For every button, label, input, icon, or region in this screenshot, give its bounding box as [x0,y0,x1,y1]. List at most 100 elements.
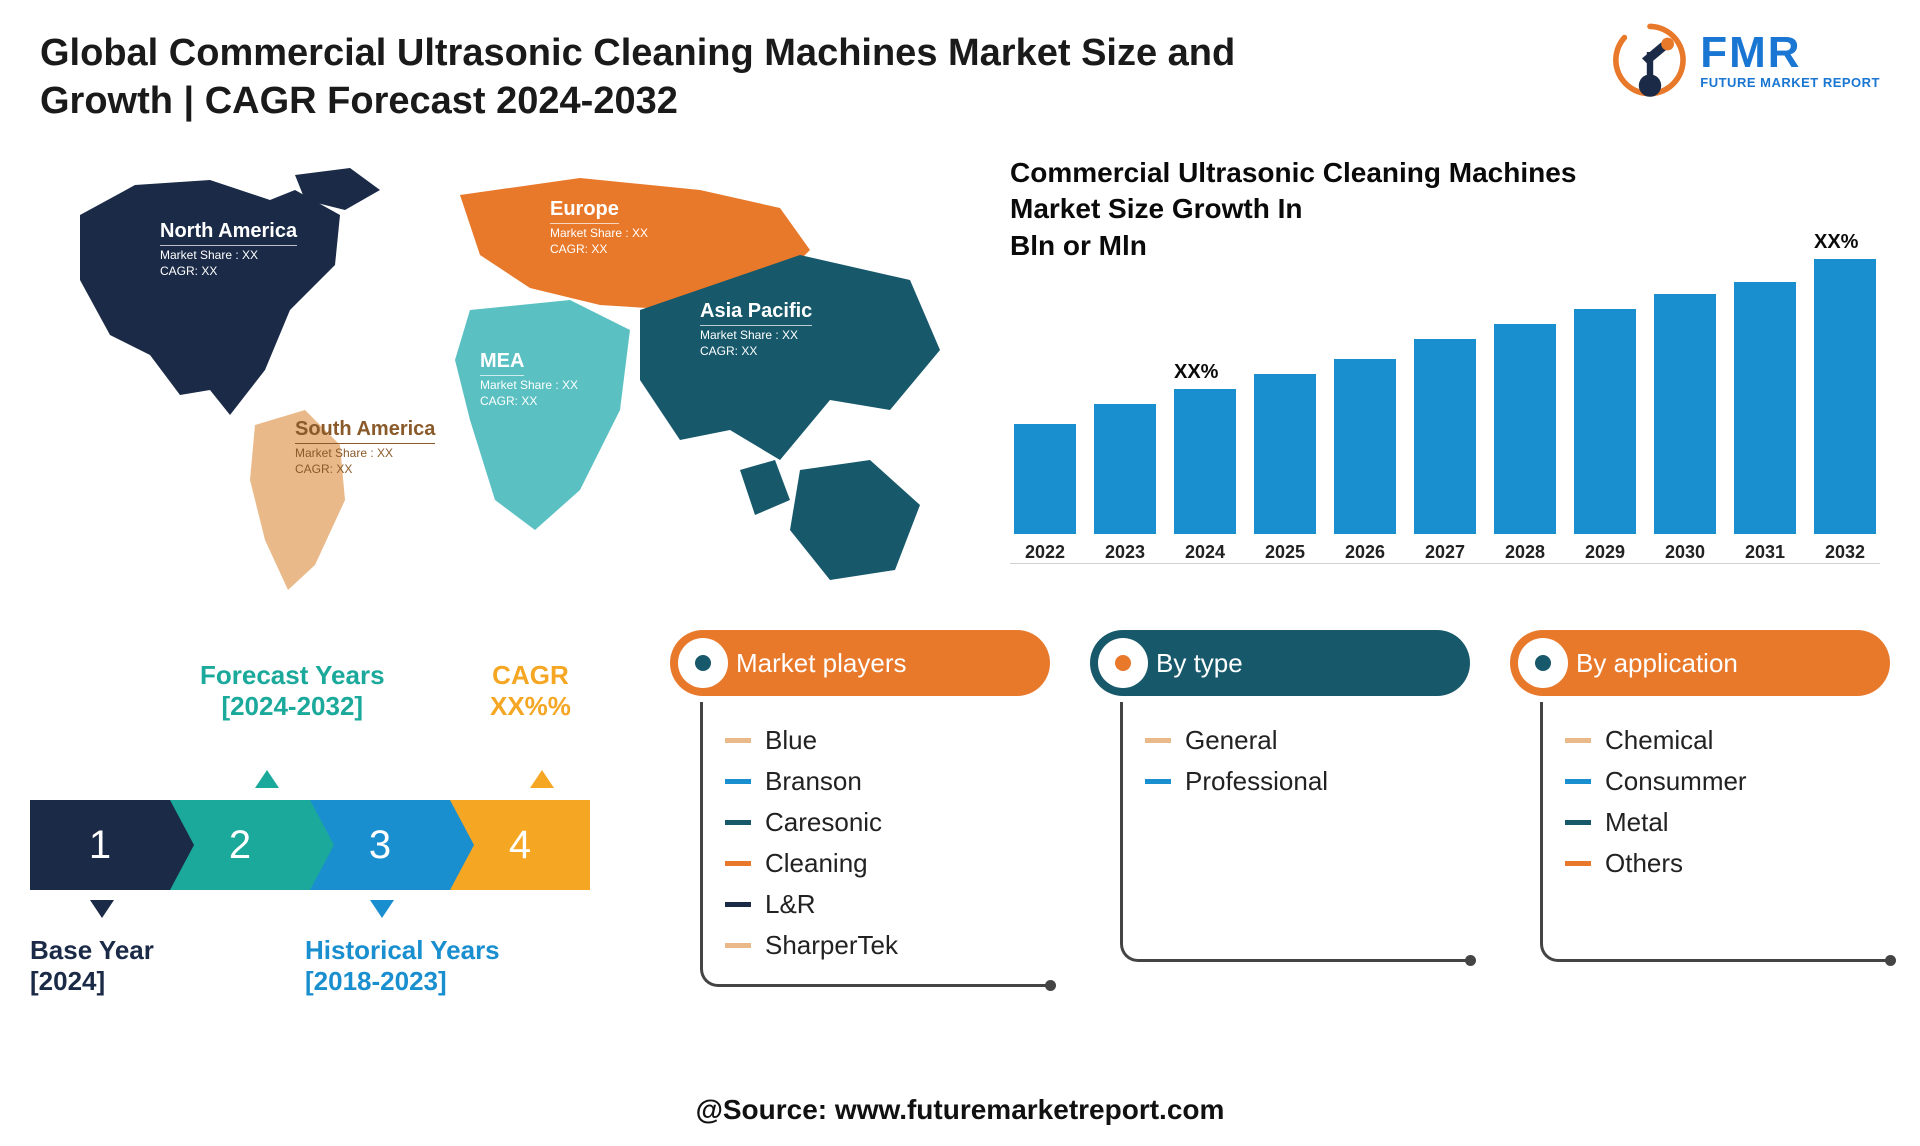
tick-icon [725,861,751,866]
bar-year-label: 2022 [1025,542,1065,563]
tick-icon [1565,820,1591,825]
category-header: By application [1510,630,1890,696]
page-title-block: Global Commercial Ultrasonic Cleaning Ma… [40,30,1340,125]
bar-2027: 2027 [1414,339,1476,563]
cagr-label: CAGR XX%% [490,660,571,722]
category-item: Caresonic [725,802,1050,843]
historical-years-label: Historical Years [2018-2023] [305,935,500,997]
tick-icon [725,902,751,907]
bar-2031: 2031 [1734,282,1796,563]
category-2: By application Chemical Consummer Metal Othe… [1510,630,1890,987]
tick-icon [725,779,751,784]
category-item: SharperTek [725,925,1050,966]
fmr-logo-text: FMR FUTURE MARKET REPORT [1700,31,1880,90]
bar-year-label: 2028 [1505,542,1545,563]
triangle-down-icon [90,900,114,918]
category-1: By typeGeneralProfessional [1090,630,1470,987]
bar-2032: XX% 2032 [1814,259,1876,563]
bar-note-last: XX% [1814,231,1858,254]
bar-rect [1494,324,1556,534]
bar-year-label: 2024 [1185,542,1225,563]
bar-year-label: 2031 [1745,542,1785,563]
category-item: Cleaning [725,843,1050,884]
tick-icon [725,943,751,948]
bar-rect [1414,339,1476,534]
timeline-infographic: Forecast Years [2024-2032] CAGR XX%% 1 2… [30,650,630,1010]
tick-icon [1565,779,1591,784]
category-item: Professional [1145,761,1470,802]
forecast-years-label: Forecast Years [2024-2032] [200,660,385,722]
tick-icon [725,738,751,743]
tick-icon [1145,779,1171,784]
triangle-up-icon [530,770,554,788]
bar-2029: 2029 [1574,309,1636,563]
fmr-logo: FMR FUTURE MARKET REPORT [1610,20,1880,100]
bar-year-label: 2030 [1665,542,1705,563]
category-item-label: Chemical [1605,725,1713,756]
bar-rect [1014,424,1076,534]
bar-rect [1574,309,1636,534]
logo-sub: FUTURE MARKET REPORT [1700,75,1880,90]
category-item-label: L&R [765,889,816,920]
bar-rect [1734,282,1796,534]
timeline-box-1: 1 [30,800,170,890]
category-item-label: Caresonic [765,807,882,838]
category-body: Blue Branson Caresonic Cleaning L&R SharperTe… [700,702,1050,987]
category-item-label: General [1185,725,1278,756]
region-south-america: South America Market Share : XX CAGR: XX [295,418,435,477]
growth-bar-chart: Commercial Ultrasonic Cleaning Machines … [1010,155,1880,605]
bar-2023: 2023 [1094,404,1156,563]
tick-icon [1145,738,1171,743]
tick-icon [1565,738,1591,743]
bar-rect: XX% [1174,389,1236,534]
region-europe: Europe Market Share : XX CAGR: XX [550,198,648,257]
bar-2030: 2030 [1654,294,1716,563]
bar-year-label: 2023 [1105,542,1145,563]
bar-year-label: 2032 [1825,542,1865,563]
bar-2024: XX% 2024 [1174,389,1236,563]
category-item-label: Blue [765,725,817,756]
category-item: Blue [725,720,1050,761]
bar-rect [1094,404,1156,534]
bar-rect: XX% [1814,259,1876,534]
category-item: Chemical [1565,720,1890,761]
page-title: Global Commercial Ultrasonic Cleaning Ma… [40,30,1340,125]
bar-rect [1254,374,1316,534]
category-item: Metal [1565,802,1890,843]
category-body: Chemical Consummer Metal Others [1540,702,1890,962]
bar-rect [1334,359,1396,534]
category-item-label: Professional [1185,766,1328,797]
bar-rect [1654,294,1716,534]
category-item: Branson [725,761,1050,802]
bar-year-label: 2026 [1345,542,1385,563]
category-item: Others [1565,843,1890,884]
category-0: Market players Blue Branson Caresonic Cleani… [670,630,1050,987]
tick-icon [725,820,751,825]
category-item-label: Metal [1605,807,1669,838]
category-item: L&R [725,884,1050,925]
timeline-boxes: 1 2 3 4 [30,800,590,890]
category-item-label: SharperTek [765,930,898,961]
world-map: North America Market Share : XX CAGR: XX… [40,160,980,600]
category-item-label: Branson [765,766,862,797]
bar-2028: 2028 [1494,324,1556,563]
triangle-up-icon [255,770,279,788]
category-item: General [1145,720,1470,761]
category-columns: Market players Blue Branson Caresonic Cleani… [670,630,1890,987]
triangle-down-icon [370,900,394,918]
category-item: Consummer [1565,761,1890,802]
chart-title: Commercial Ultrasonic Cleaning Machines … [1010,155,1880,264]
bar-year-label: 2025 [1265,542,1305,563]
base-year-label: Base Year [2024] [30,935,154,997]
region-north-america: North America Market Share : XX CAGR: XX [160,220,297,279]
source-attribution: @Source: www.futuremarketreport.com [0,1094,1920,1126]
bar-2025: 2025 [1254,374,1316,563]
category-item-label: Others [1605,848,1683,879]
bar-2022: 2022 [1014,424,1076,563]
logo-main: FMR [1700,31,1880,75]
bar-note-first: XX% [1174,361,1218,384]
category-item-label: Cleaning [765,848,868,879]
bar-year-label: 2027 [1425,542,1465,563]
region-mea: MEA Market Share : XX CAGR: XX [480,350,578,409]
category-header: Market players [670,630,1050,696]
